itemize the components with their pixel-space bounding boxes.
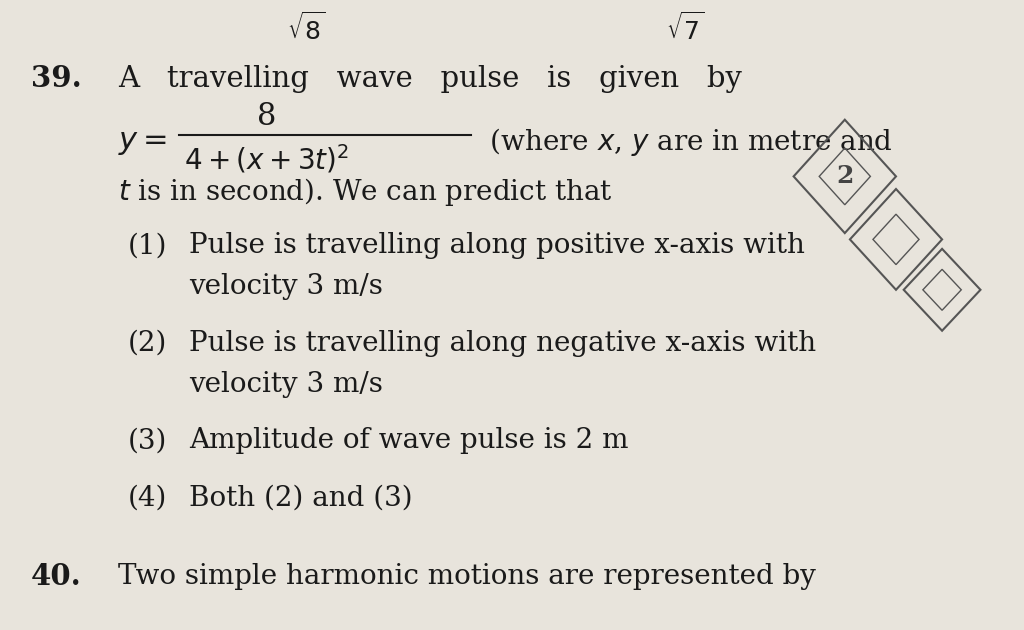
Text: (1): (1) <box>128 232 168 259</box>
Text: (3): (3) <box>128 428 167 454</box>
Text: (where $x$, $y$ are in metre and: (where $x$, $y$ are in metre and <box>481 126 893 158</box>
Text: velocity 3 m/s: velocity 3 m/s <box>189 273 383 300</box>
Text: Pulse is travelling along negative x-axis with: Pulse is travelling along negative x-axi… <box>189 330 816 357</box>
Text: 8: 8 <box>257 101 275 132</box>
Text: 40.: 40. <box>31 562 82 591</box>
Text: 2: 2 <box>837 164 853 188</box>
Text: $4+(x+3t)^{2}$: $4+(x+3t)^{2}$ <box>183 142 349 175</box>
Text: (2): (2) <box>128 330 167 357</box>
Text: A   travelling   wave   pulse   is   given   by: A travelling wave pulse is given by <box>118 65 741 93</box>
Text: $y = $: $y = $ <box>118 126 167 158</box>
Text: Both (2) and (3): Both (2) and (3) <box>189 484 413 511</box>
Text: Pulse is travelling along positive x-axis with: Pulse is travelling along positive x-axi… <box>189 232 805 259</box>
Text: $\sqrt{8}$: $\sqrt{8}$ <box>287 12 326 45</box>
Text: 39.: 39. <box>31 64 82 93</box>
Text: (4): (4) <box>128 484 167 511</box>
Text: $t$ is in second). We can predict that: $t$ is in second). We can predict that <box>118 176 612 208</box>
Text: Amplitude of wave pulse is 2 m: Amplitude of wave pulse is 2 m <box>189 428 629 454</box>
Text: Two simple harmonic motions are represented by: Two simple harmonic motions are represen… <box>118 563 816 590</box>
Text: $\sqrt{7}$: $\sqrt{7}$ <box>666 12 705 45</box>
Text: velocity 3 m/s: velocity 3 m/s <box>189 371 383 398</box>
